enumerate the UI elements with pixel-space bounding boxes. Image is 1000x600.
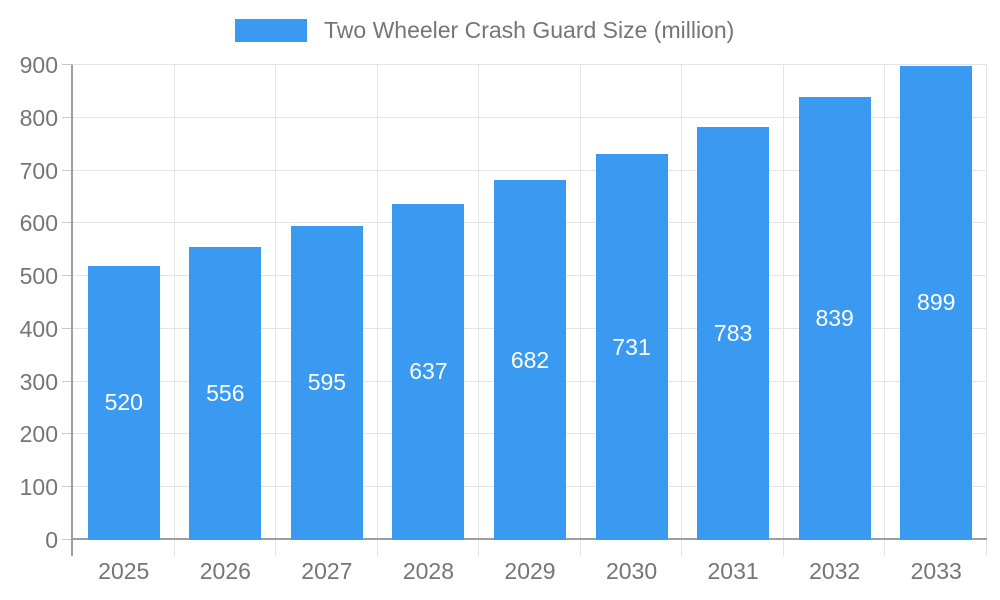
x-axis-label-2030: 2030 — [605, 558, 658, 584]
gridline-v-4 — [478, 65, 480, 556]
bar-2032[interactable]: 839 — [798, 97, 871, 540]
x-axis-label-2032: 2032 — [809, 558, 861, 584]
bar-value-label-2027: 595 — [307, 369, 347, 396]
bar-value-label-2028: 637 — [409, 358, 448, 385]
y-axis-label-700: 700 — [19, 157, 58, 184]
y-tick-800 — [62, 116, 73, 118]
y-tick-200 — [62, 433, 73, 435]
gridline-v-8 — [884, 65, 886, 556]
y-tick-500 — [62, 275, 73, 277]
gridline-h-900 — [73, 64, 987, 65]
bar-2026[interactable]: 556 — [189, 246, 262, 540]
legend-label: Two Wheeler Crash Guard Size (million) — [324, 17, 735, 43]
gridline-v-7 — [782, 65, 784, 556]
gridline-h-800 — [73, 116, 987, 118]
x-axis-label-2029: 2029 — [504, 558, 556, 584]
gridline-v-5 — [579, 65, 581, 556]
bar-2029[interactable]: 682 — [494, 180, 566, 540]
legend-swatch — [235, 19, 307, 42]
bar-2030[interactable]: 731 — [595, 154, 668, 540]
x-axis-label-2026: 2026 — [199, 558, 251, 584]
gridline-h-700 — [73, 169, 987, 171]
bar-2033[interactable]: 899 — [900, 65, 973, 540]
y-tick-400 — [62, 327, 73, 329]
x-axis-label-2033: 2033 — [910, 558, 962, 584]
y-tick-600 — [62, 222, 73, 224]
y-axis-label-300: 300 — [19, 368, 58, 395]
gridline-v-3 — [376, 65, 378, 556]
bar-2027[interactable]: 595 — [290, 225, 363, 540]
bar-value-label-2025: 520 — [104, 389, 143, 416]
y-axis-label-500: 500 — [19, 263, 58, 290]
x-axis-label-2025: 2025 — [98, 558, 150, 584]
y-axis-label-800: 800 — [19, 104, 58, 131]
bar-value-label-2032: 839 — [815, 305, 854, 332]
legend-item[interactable]: Two Wheeler Crash Guard Size (million) — [235, 17, 734, 44]
gridline-v-6 — [681, 65, 683, 556]
bar-value-label-2026: 556 — [206, 379, 245, 406]
bar-value-label-2029: 682 — [510, 346, 550, 373]
y-axis-label-600: 600 — [19, 210, 58, 237]
gridline-v-2 — [275, 65, 277, 556]
y-tick-100 — [62, 486, 73, 488]
y-tick-300 — [62, 380, 73, 382]
x-axis-label-2028: 2028 — [402, 558, 455, 584]
y-tick-900 — [62, 64, 73, 65]
y-axis-label-400: 400 — [19, 315, 58, 342]
y-axis-label-100: 100 — [19, 474, 58, 501]
bar-2031[interactable]: 783 — [697, 126, 770, 540]
x-axis-label-2027: 2027 — [301, 558, 353, 584]
y-tick-0 — [62, 539, 73, 540]
y-axis-label-0: 0 — [45, 527, 58, 553]
bar-value-label-2030: 731 — [612, 333, 651, 360]
bar-value-label-2031: 783 — [713, 319, 753, 346]
y-axis-label-900: 900 — [19, 52, 58, 78]
y-tick-700 — [62, 169, 73, 171]
y-axis-label-200: 200 — [19, 421, 58, 448]
bar-2028[interactable]: 637 — [392, 203, 465, 540]
x-axis-label-2031: 2031 — [707, 558, 759, 584]
y-axis-line — [71, 65, 73, 556]
bar-value-label-2033: 899 — [917, 289, 956, 316]
gridline-v-1 — [173, 65, 175, 556]
gridline-v-9 — [986, 65, 987, 556]
bar-2025[interactable]: 520 — [87, 265, 160, 540]
